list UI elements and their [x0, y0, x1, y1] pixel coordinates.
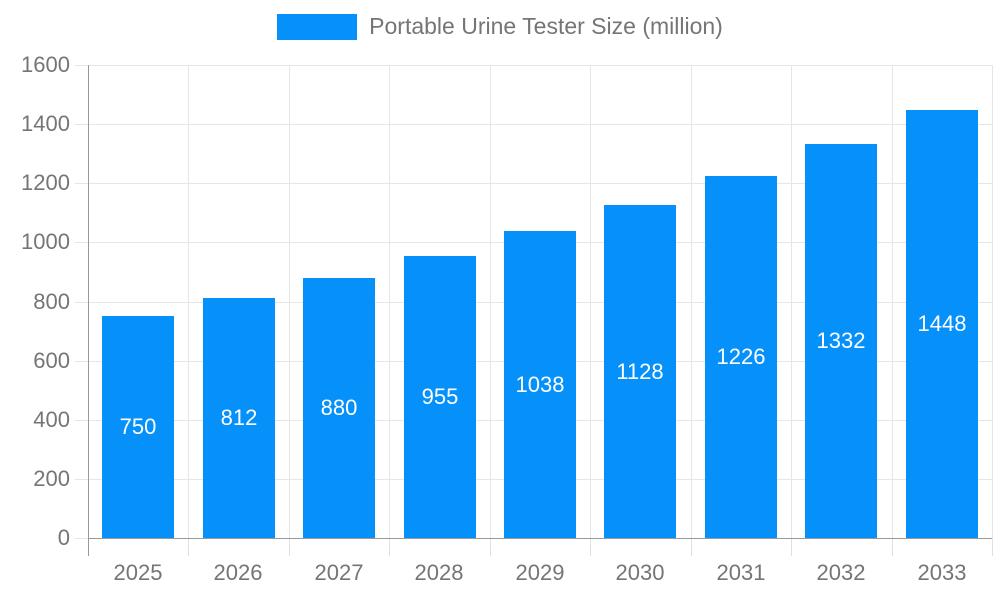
x-axis-tick [188, 538, 189, 556]
x-axis-tick [590, 538, 591, 556]
x-axis-category-label: 2033 [917, 560, 967, 585]
bar-value-label: 1038 [515, 371, 565, 397]
x-axis-tick [289, 538, 290, 556]
y-axis-tick [75, 538, 88, 539]
x-axis-tick [389, 538, 390, 556]
y-axis-tick-label: 400 [33, 407, 70, 432]
x-axis-category-label: 2032 [816, 560, 866, 585]
y-axis-tick-label: 1600 [21, 52, 70, 77]
x-gridline [490, 65, 491, 538]
bar-value-label: 750 [119, 414, 157, 439]
x-axis-category-label: 2030 [615, 560, 665, 585]
y-axis-tick-label: 1200 [21, 170, 70, 195]
bar-2028[interactable]: 955 [404, 256, 476, 538]
y-axis-tick [75, 65, 88, 66]
x-axis-tick [490, 538, 491, 556]
x-axis-tick [791, 538, 792, 556]
x-axis-category-label: 2026 [213, 560, 263, 585]
y-axis-tick [75, 242, 88, 243]
x-gridline [992, 65, 993, 538]
x-axis-tick [892, 538, 893, 556]
x-axis-category-label: 2027 [314, 560, 364, 585]
bar-2026[interactable]: 812 [203, 298, 275, 538]
y-gridline [88, 183, 992, 184]
legend-series-label: Portable Urine Tester Size (million) [369, 13, 723, 39]
bar-value-label: 1226 [716, 344, 766, 369]
y-axis-line [88, 65, 89, 556]
y-axis-tick [75, 420, 88, 421]
x-gridline [892, 65, 893, 538]
y-axis-tick [75, 302, 88, 303]
x-axis-category-label: 2029 [515, 560, 565, 585]
bar-value-label: 955 [421, 384, 459, 409]
bar-value-label: 1332 [816, 328, 866, 353]
x-axis-category-label: 2031 [716, 560, 766, 585]
bar-2027[interactable]: 880 [303, 278, 375, 538]
x-gridline [691, 65, 692, 538]
y-gridline [88, 124, 992, 125]
bar-2029[interactable]: 1038 [504, 231, 576, 538]
x-axis-category-label: 2028 [414, 560, 464, 585]
x-gridline [791, 65, 792, 538]
y-axis-tick [75, 479, 88, 480]
bar-value-label: 1448 [917, 311, 967, 336]
y-axis-tick [75, 361, 88, 362]
legend-swatch-icon [277, 13, 358, 40]
y-axis-tick-label: 1000 [21, 229, 70, 254]
bar-value-label: 1128 [616, 358, 664, 384]
bar-value-label: 880 [320, 395, 358, 420]
y-axis-tick-label: 800 [33, 289, 70, 314]
bar-value-label: 812 [220, 405, 258, 430]
y-axis-tick [75, 124, 88, 125]
x-axis-category-label: 2025 [113, 560, 163, 585]
x-gridline [389, 65, 390, 538]
x-gridline [188, 65, 189, 538]
y-axis-tick-label: 200 [33, 466, 70, 491]
bar-2033[interactable]: 1448 [906, 110, 978, 538]
y-axis-tick-label: 0 [57, 525, 70, 550]
x-axis-tick [992, 538, 993, 556]
y-axis-tick [75, 183, 88, 184]
x-axis-baseline [88, 538, 992, 539]
x-gridline [289, 65, 290, 538]
bar-2025[interactable]: 750 [102, 316, 174, 538]
x-axis-tick [691, 538, 692, 556]
bar-2030[interactable]: 1128 [604, 205, 676, 538]
y-gridline [88, 65, 992, 66]
bar-2032[interactable]: 1332 [805, 144, 877, 538]
y-axis-tick-label: 600 [33, 348, 70, 373]
y-axis-tick-label: 1400 [21, 111, 70, 136]
x-gridline [590, 65, 591, 538]
chart-legend[interactable]: Portable Urine Tester Size (million) [0, 13, 1000, 40]
bar-2031[interactable]: 1226 [705, 176, 777, 538]
